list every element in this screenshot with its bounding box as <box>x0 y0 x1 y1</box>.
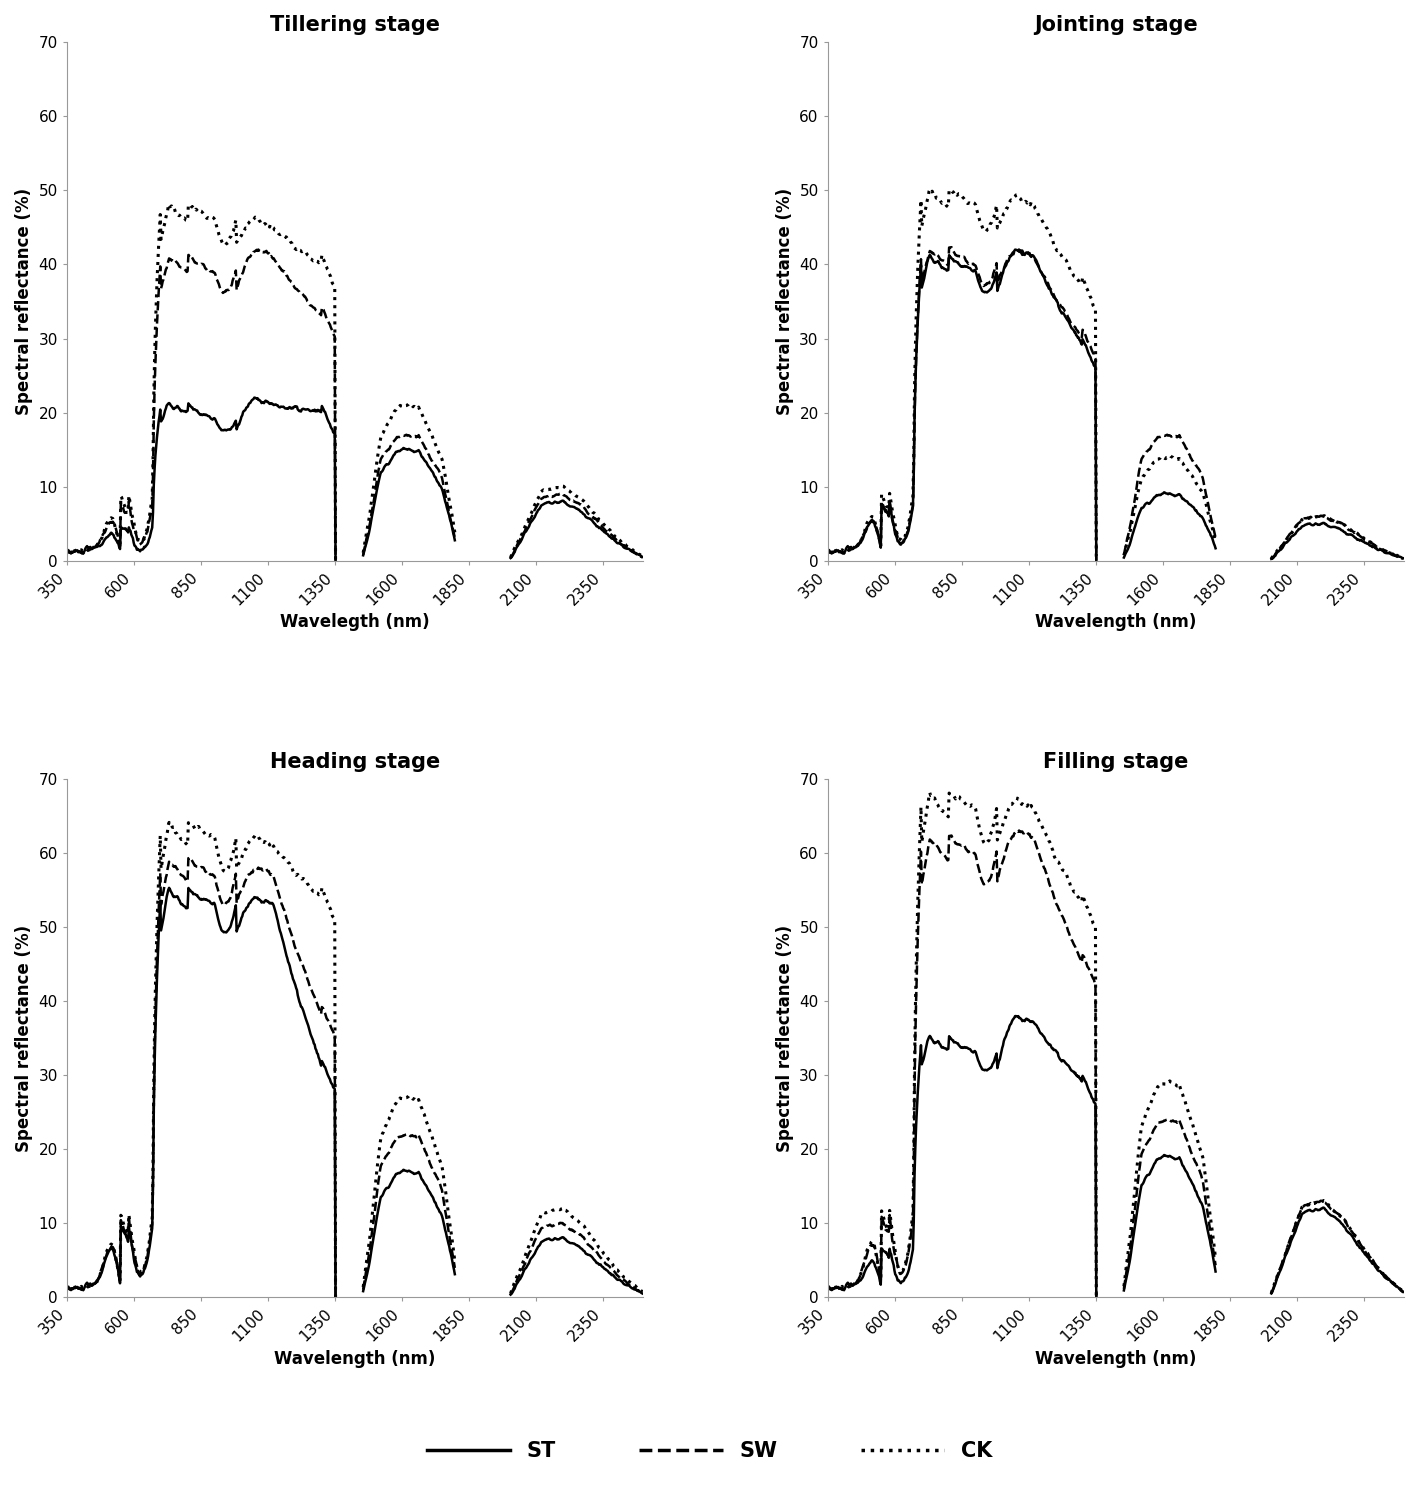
X-axis label: Wavelegth (nm): Wavelegth (nm) <box>281 613 430 632</box>
X-axis label: Wavelength (nm): Wavelength (nm) <box>1034 1350 1196 1368</box>
Title: Tillering stage: Tillering stage <box>270 15 440 36</box>
Y-axis label: Spectral reflectance (%): Spectral reflectance (%) <box>776 187 793 415</box>
Title: Jointing stage: Jointing stage <box>1034 15 1198 36</box>
Title: Filling stage: Filling stage <box>1043 751 1189 772</box>
X-axis label: Wavelength (nm): Wavelength (nm) <box>274 1350 436 1368</box>
Legend: ST, SW, CK: ST, SW, CK <box>419 1432 1000 1469</box>
Y-axis label: Spectral reflectance (%): Spectral reflectance (%) <box>776 925 793 1151</box>
Y-axis label: Spectral reflectance (%): Spectral reflectance (%) <box>16 187 33 415</box>
Title: Heading stage: Heading stage <box>270 751 440 772</box>
Y-axis label: Spectral reflectance (%): Spectral reflectance (%) <box>16 925 33 1151</box>
X-axis label: Wavelength (nm): Wavelength (nm) <box>1034 613 1196 632</box>
